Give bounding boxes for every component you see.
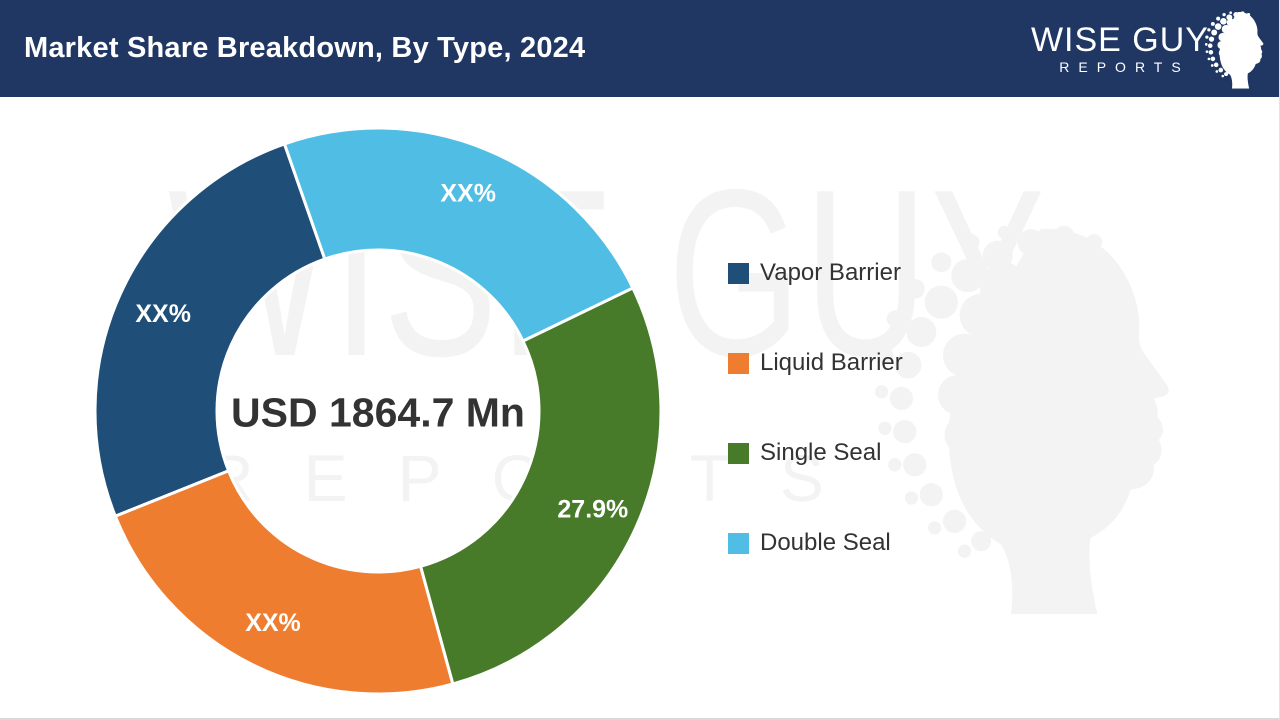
- legend-swatch-vapor-barrier: [728, 262, 749, 284]
- slice-pct-label-single-seal: 27.9%: [557, 495, 628, 523]
- legend-label: Single Seal: [760, 439, 882, 466]
- donut-center-value: USD 1864.7 Mn: [231, 389, 525, 436]
- legend-swatch-double-seal: [728, 532, 749, 554]
- legend-item-single-seal: Single Seal: [728, 439, 903, 467]
- logo-text: WISE GUY REPORTS: [1031, 23, 1209, 74]
- legend-swatch-single-seal: [728, 442, 749, 464]
- legend-label: Liquid Barrier: [760, 349, 903, 376]
- donut-chart: XX% XX% 27.9% XX%: [93, 126, 663, 696]
- legend-label: Double Seal: [760, 529, 891, 556]
- slice-pct-label-double-seal: XX%: [440, 180, 496, 208]
- logo-subtitle: REPORTS: [1059, 59, 1190, 75]
- wise-guy-logo: WISE GUY REPORTS: [1031, 9, 1265, 89]
- logo-wordmark: WISE GUY: [1030, 21, 1209, 59]
- slice-pct-label-liquid-barrier: XX%: [245, 609, 301, 637]
- donut-slice-double-seal: [282, 126, 635, 343]
- slice-pct-label-vapor-barrier: XX%: [135, 300, 191, 328]
- chart-area: WISE GUY REPORTS XX%XX%27.9%XX% USD 1864…: [0, 97, 1280, 718]
- legend-item-double-seal: Double Seal: [728, 529, 903, 557]
- donut-slice-vapor-barrier: [93, 141, 327, 519]
- chart-legend: Vapor Barrier Liquid Barrier Single Seal…: [728, 259, 903, 557]
- legend-item-vapor-barrier: Vapor Barrier: [728, 259, 903, 287]
- header-bar: Market Share Breakdown, By Type, 2024 WI…: [0, 0, 1279, 97]
- donut-slice-liquid-barrier: [113, 468, 455, 696]
- legend-label: Vapor Barrier: [760, 259, 901, 286]
- legend-swatch-liquid-barrier: [728, 352, 749, 374]
- page-title: Market Share Breakdown, By Type, 2024: [24, 32, 586, 64]
- donut-slice-single-seal: [418, 285, 663, 686]
- legend-item-liquid-barrier: Liquid Barrier: [728, 349, 903, 377]
